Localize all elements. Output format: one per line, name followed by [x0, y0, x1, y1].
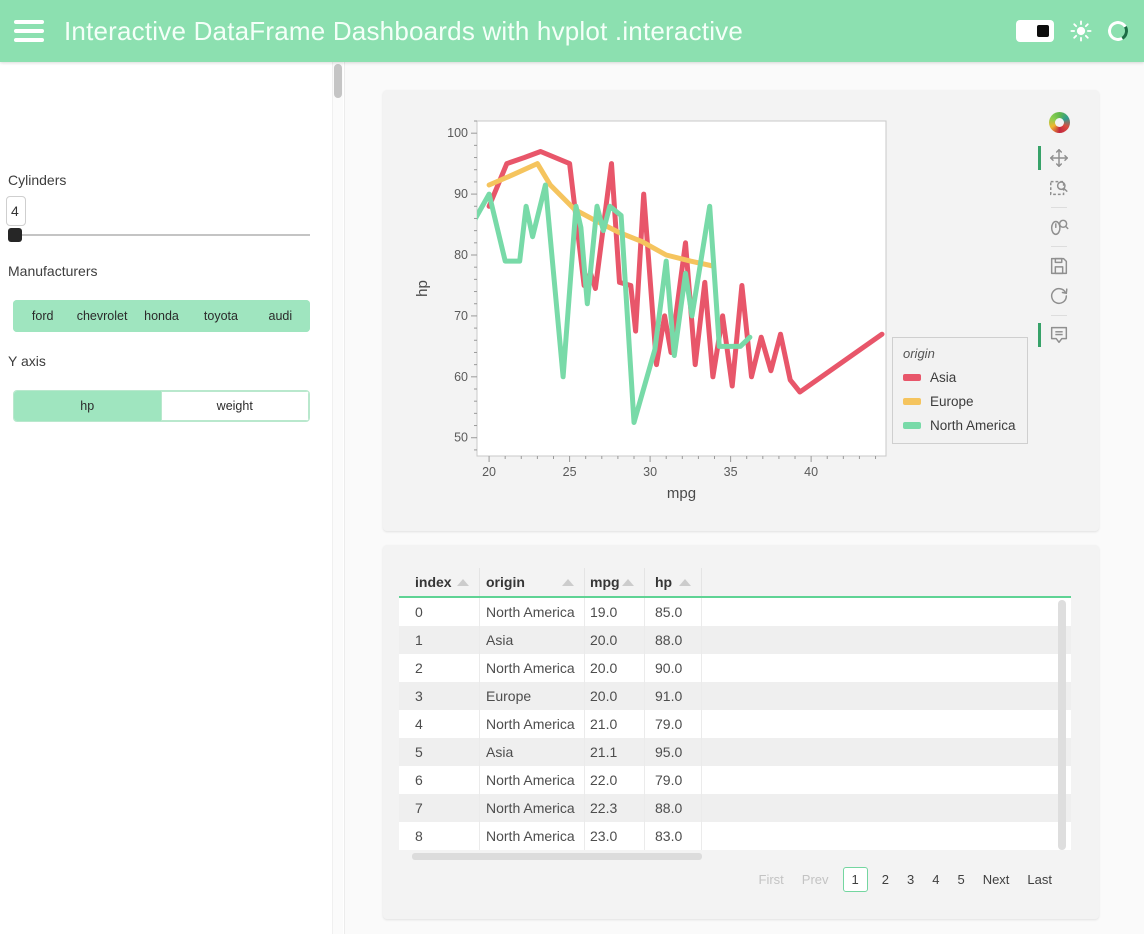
europe-swatch [903, 398, 921, 405]
table-vertical-scrollbar[interactable] [1058, 600, 1066, 850]
pager-page-5[interactable]: 5 [957, 872, 965, 887]
pager-page-2[interactable]: 2 [881, 872, 889, 887]
legend-entry-europe: Europe [903, 394, 1017, 409]
table-row[interactable]: 5 Asia 21.1 95.0 [399, 738, 1071, 766]
svg-text:35: 35 [724, 465, 738, 479]
svg-text:mpg: mpg [667, 485, 696, 502]
pager-next[interactable]: Next [982, 872, 1010, 887]
column-header-origin[interactable]: origin [480, 568, 585, 596]
table-horizontal-scrollbar[interactable] [412, 853, 702, 860]
app-header: Interactive DataFrame Dashboards with hv… [0, 0, 1144, 62]
table-row[interactable]: 7 North America 22.3 88.0 [399, 794, 1071, 822]
asia-swatch [903, 374, 921, 381]
pager-page-1[interactable]: 1 [842, 867, 868, 892]
table-row[interactable]: 6 North America 22.0 79.0 [399, 766, 1071, 794]
north-america-swatch [903, 422, 921, 429]
theme-toggle[interactable] [1016, 20, 1054, 42]
slider-handle[interactable] [8, 228, 22, 242]
svg-text:100: 100 [447, 126, 468, 140]
table-card: index origin mpg hp 0 North America 19.0 85… [383, 545, 1099, 919]
cylinders-label: Cylinders [8, 172, 67, 188]
table-row[interactable]: 2 North America 20.0 90.0 [399, 654, 1071, 682]
sort-icon[interactable] [562, 578, 574, 586]
pan-tool-icon[interactable] [1038, 143, 1074, 173]
table-row[interactable]: 3 Europe 20.0 91.0 [399, 682, 1071, 710]
sun-icon[interactable] [1070, 20, 1092, 42]
pager-first[interactable]: First [758, 872, 784, 887]
sort-icon[interactable] [622, 578, 634, 586]
svg-text:20: 20 [482, 465, 496, 479]
toggle-ford[interactable]: ford [13, 300, 73, 332]
column-header-index[interactable]: index [399, 568, 480, 596]
pager-page-3[interactable]: 3 [906, 872, 915, 887]
column-header-hp[interactable]: hp [645, 568, 702, 596]
sidebar-scrollbar[interactable] [332, 62, 343, 934]
yaxis-toggle-group: hp weight [13, 390, 310, 422]
sidebar-scrollbar-thumb[interactable] [334, 64, 342, 98]
line-chart[interactable]: 20 25 30 35 40 50 60 70 80 90 100 hp mpg [383, 90, 1099, 531]
manufacturers-label: Manufacturers [8, 263, 98, 279]
pager-last[interactable]: Last [1027, 872, 1052, 887]
table-row[interactable]: 8 North America 23.0 83.0 [399, 822, 1071, 850]
menu-icon[interactable] [14, 20, 44, 42]
bokeh-toolbar [1038, 112, 1080, 350]
table-row[interactable]: 0 North America 19.0 85.0 [399, 598, 1071, 626]
column-header-filler [702, 568, 1071, 596]
legend-title: origin [903, 346, 935, 361]
header-controls [1016, 18, 1131, 44]
table-row[interactable]: 4 North America 21.0 79.0 [399, 710, 1071, 738]
sidebar: Cylinders Manufacturers ford chevrolet h… [0, 62, 345, 934]
hover-tool-icon[interactable] [1038, 320, 1074, 350]
busy-indicator [1105, 18, 1131, 44]
svg-text:40: 40 [804, 465, 818, 479]
page-title: Interactive DataFrame Dashboards with hv… [64, 15, 744, 46]
sort-icon[interactable] [457, 578, 469, 586]
toggle-chevrolet[interactable]: chevrolet [72, 300, 132, 332]
toolbar-separator [1051, 207, 1067, 208]
theme-toggle-knob [1037, 25, 1049, 37]
toggle-honda[interactable]: honda [131, 300, 192, 332]
svg-text:70: 70 [454, 309, 468, 323]
reset-tool-icon[interactable] [1044, 281, 1074, 311]
sort-icon[interactable] [679, 578, 691, 586]
cylinders-slider[interactable] [8, 227, 310, 243]
yaxis-label: Y axis [8, 353, 46, 369]
column-header-mpg[interactable]: mpg [585, 568, 645, 596]
bokeh-logo-icon[interactable] [1048, 112, 1070, 133]
manufacturers-toggle-group: ford chevrolet honda toyota audi [13, 300, 310, 332]
legend-entry-north-america: North America [903, 418, 1017, 433]
pager-page-4[interactable]: 4 [932, 872, 940, 887]
toolbar-separator [1051, 315, 1067, 316]
toggle-weight[interactable]: weight [160, 391, 309, 421]
svg-text:25: 25 [563, 465, 577, 479]
cylinders-input[interactable] [6, 196, 26, 226]
table-paginator: First Prev 1 2 3 4 5 Next Last [755, 867, 1057, 892]
table-header-row: index origin mpg hp [399, 568, 1071, 598]
plot-card: 20 25 30 35 40 50 60 70 80 90 100 hp mpg origin Asia… [383, 90, 1099, 531]
toggle-audi[interactable]: audi [250, 300, 310, 332]
chart-legend: origin Asia Europe North America [892, 337, 1028, 444]
slider-track [8, 234, 310, 236]
legend-entry-asia: Asia [903, 370, 1017, 385]
toolbar-separator [1051, 246, 1067, 247]
svg-text:90: 90 [454, 187, 468, 201]
save-tool-icon[interactable] [1044, 251, 1074, 281]
svg-text:hp: hp [414, 280, 431, 297]
table-body: 0 North America 19.0 85.0 1 Asia 20.0 88.0 2 No… [399, 598, 1071, 850]
wheel-zoom-tool-icon[interactable] [1044, 212, 1074, 242]
box-zoom-tool-icon[interactable] [1044, 173, 1074, 203]
svg-text:50: 50 [454, 431, 468, 445]
svg-text:80: 80 [454, 248, 468, 262]
table-row[interactable]: 1 Asia 20.0 88.0 [399, 626, 1071, 654]
svg-text:60: 60 [454, 370, 468, 384]
toggle-toyota[interactable]: toyota [191, 300, 251, 332]
toggle-hp[interactable]: hp [14, 391, 161, 421]
data-table: index origin mpg hp 0 North America 19.0 85… [399, 568, 1071, 850]
svg-text:30: 30 [643, 465, 657, 479]
pager-prev[interactable]: Prev [801, 872, 829, 887]
main-area: 20 25 30 35 40 50 60 70 80 90 100 hp mpg origin Asia… [346, 62, 1144, 934]
